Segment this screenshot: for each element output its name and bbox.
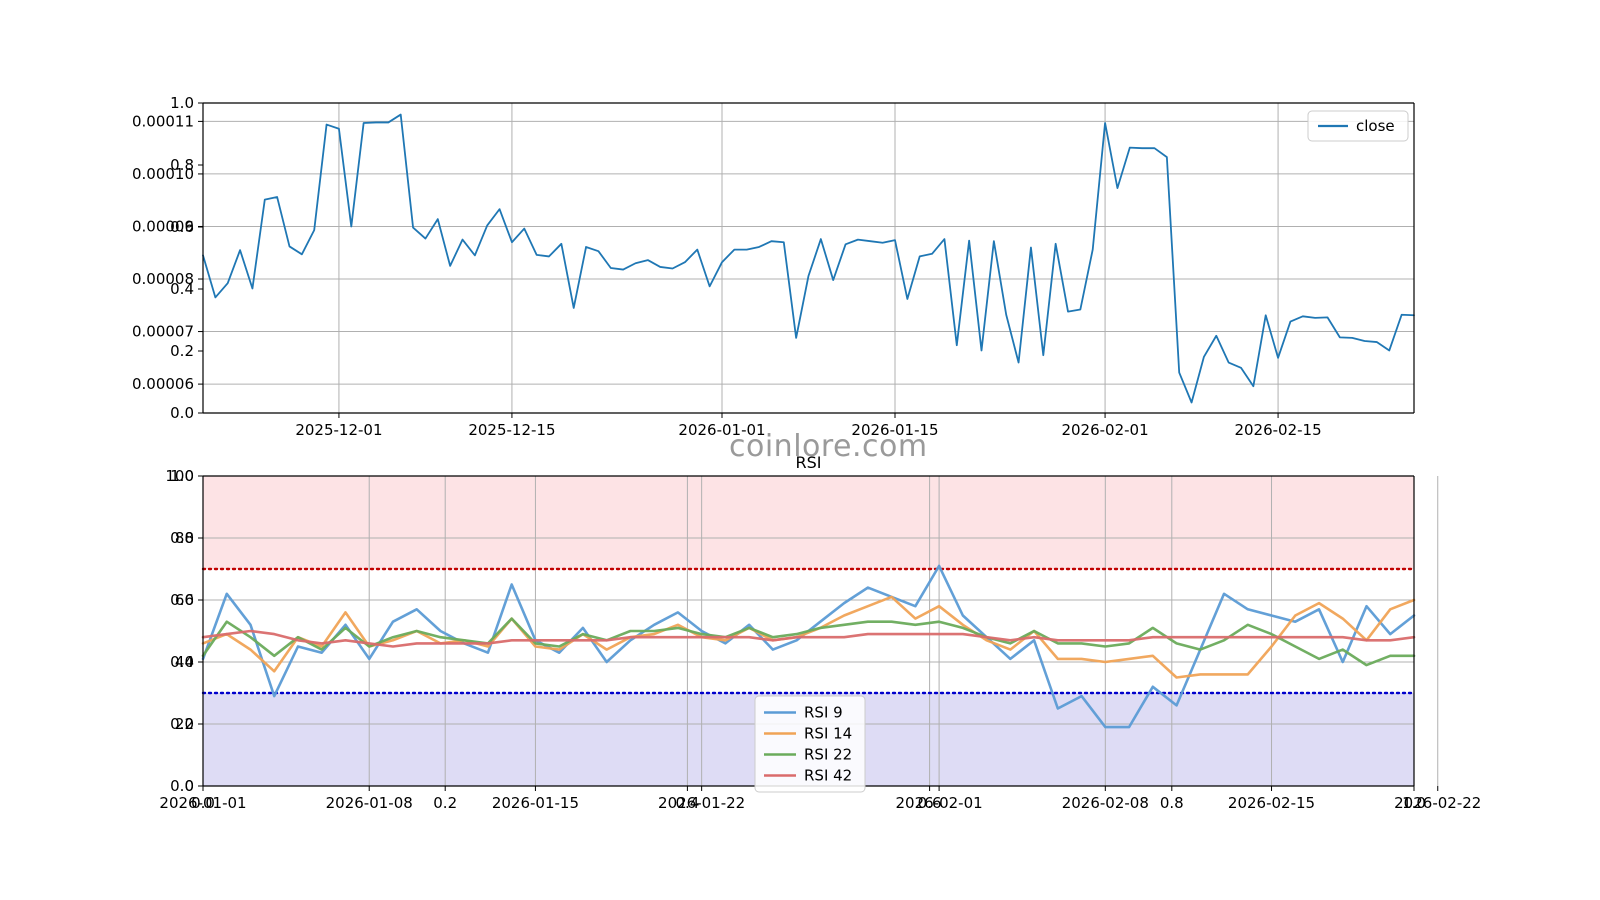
price-ytick-label-secondary: 0.0 [170, 404, 194, 422]
rsi-xtick-label: 2026-02-01 [896, 794, 983, 812]
rsi-line-rsi-22 [201, 617, 1416, 667]
price-line-close [202, 113, 1415, 404]
price-ytick-label-secondary: 0.4 [170, 280, 194, 298]
price-ytick-label-secondary: 0.6 [170, 218, 194, 236]
price-ytick-label-secondary: 1.0 [170, 94, 194, 112]
rsi-xtick-label: 2026-02-15 [1228, 794, 1315, 812]
price-ytick-label: 0.00011 [132, 112, 194, 130]
legend-item-rsi-42: RSI 42 [804, 767, 852, 785]
rsi-ytick-label: 100 [165, 467, 194, 485]
rsi-xtick-label: 2026-01-01 [159, 794, 246, 812]
rsi-chart: 100 80 60 40 20 0 1.0 0.8 0.6 0.4 0.2 0.02026-01-01… [159, 453, 1481, 812]
price-xtick-label: 2026-02-15 [1234, 421, 1321, 439]
legend-item-rsi-14: RSI 14 [804, 725, 852, 743]
rsi-ytick-label-secondary: 0.6 [170, 591, 194, 609]
rsi-xtick-label: 2026-02-08 [1062, 794, 1149, 812]
price-xtick-label: 2026-02-01 [1061, 421, 1148, 439]
rsi-line-rsi-14 [201, 595, 1416, 679]
legend-item-rsi-22: RSI 22 [804, 746, 852, 764]
rsi-ytick-label: 80 [175, 529, 194, 547]
price-xtick-label: 2026-01-15 [851, 421, 938, 439]
rsi-xtick-label: 2026-02-22 [1394, 794, 1481, 812]
rsi-line-rsi-42 [201, 629, 1416, 648]
rsi-xtick-label-secondary: 0.0 [191, 794, 215, 812]
rsi-xtick-label-secondary: 1.0 [1402, 794, 1426, 812]
price-ytick-label: 0.00007 [132, 323, 194, 341]
price-ytick-label: 0.00009 [132, 217, 194, 235]
rsi-ytick-label-secondary: 0.0 [170, 777, 194, 795]
price-xtick-label: 2026-01-01 [678, 421, 765, 439]
price-ytick-label: 0.00008 [132, 270, 194, 288]
rsi-ytick-label-secondary: 1.0 [170, 467, 194, 485]
rsi-xtick-label-secondary: 0.8 [1160, 794, 1184, 812]
watermark-coinlore: coinlore.com [729, 429, 928, 464]
price-xtick-label: 2025-12-01 [295, 421, 382, 439]
legend-item-close: close [1356, 117, 1395, 135]
price-ytick-label: 0.00010 [132, 165, 194, 183]
rsi-xtick-label: 2026-01-22 [658, 794, 745, 812]
rsi-ytick-label: 40 [175, 653, 194, 671]
price-ytick-label-secondary: 0.8 [170, 156, 194, 174]
rsi-ytick-label: 0 [184, 777, 194, 795]
rsi-xtick-label-secondary: 0.2 [433, 794, 457, 812]
price-xtick-label: 2025-12-15 [468, 421, 555, 439]
rsi-xtick-label-secondary: 0.4 [675, 794, 699, 812]
legend-item-rsi-9: RSI 9 [804, 704, 843, 722]
rsi-panel-title: RSI [796, 453, 822, 472]
rsi-ytick-label: 60 [175, 591, 194, 609]
rsi-xtick-label: 2026-01-15 [492, 794, 579, 812]
rsi-ytick-label-secondary: 0.8 [170, 529, 194, 547]
overbought-band [203, 476, 1414, 569]
rsi-xtick-label: 2026-01-08 [326, 794, 413, 812]
rsi-ytick-label-secondary: 0.2 [170, 715, 194, 733]
rsi-ytick-label: 20 [175, 715, 194, 733]
price-ytick-label-secondary: 0.2 [170, 342, 194, 360]
rsi-xtick-label-secondary: 0.6 [918, 794, 942, 812]
price-ytick-label: 0.00006 [132, 375, 194, 393]
price-chart: 0.00011 0.00010 0.00009 0.00008 0.00007 0.000… [132, 94, 1415, 439]
rsi-ytick-label-secondary: 0.4 [170, 653, 194, 671]
